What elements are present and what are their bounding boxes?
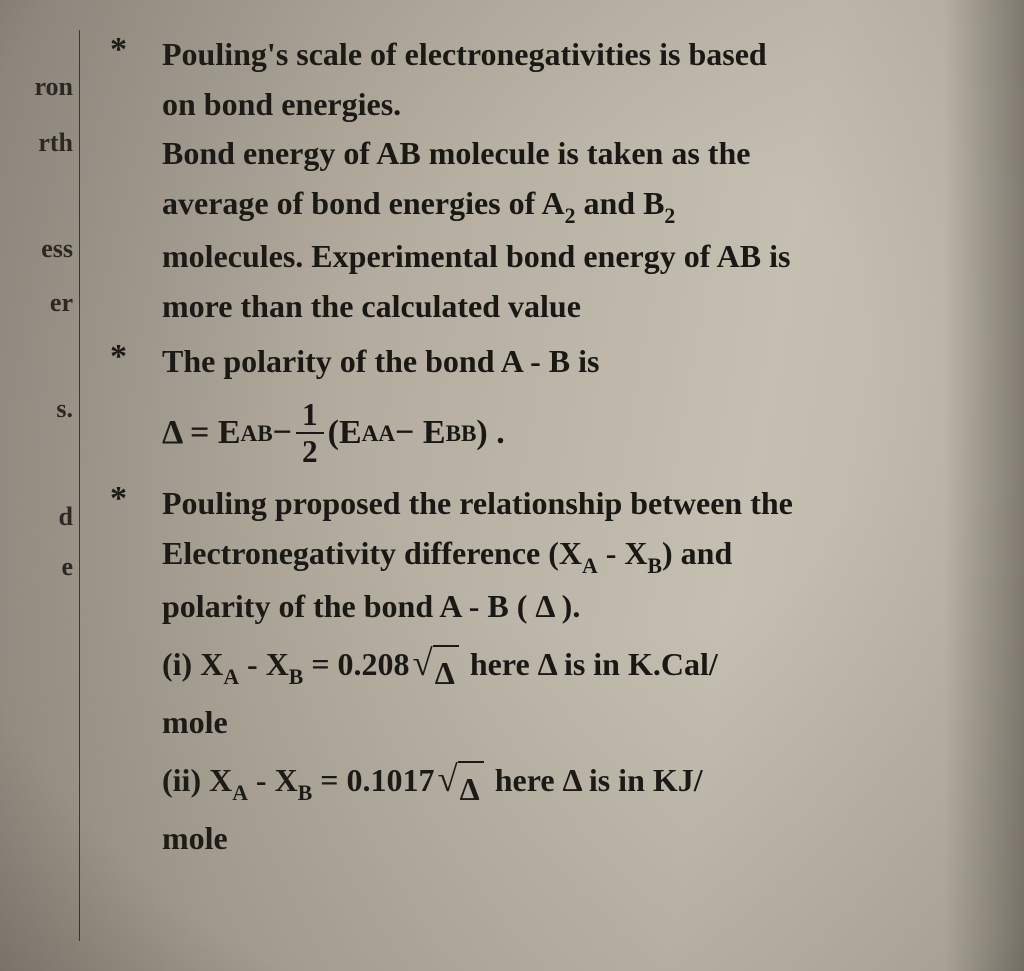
subscript-ab: AB [241, 414, 273, 456]
ii-eq: = 0.1017 [312, 762, 434, 798]
margin-fragment: e [3, 552, 73, 582]
bullet-2-text: The polarity of the bond A - B is [162, 337, 599, 387]
margin-fragment: d [3, 502, 73, 532]
sqrt-radicand: Δ [458, 761, 484, 815]
b3-line2c: ) and [662, 535, 732, 571]
left-margin-column: ron rth ess er s. d e [0, 30, 80, 941]
subscript-a: A [582, 554, 598, 578]
b3-line2a: Electronegativity difference (X [162, 535, 582, 571]
sqrt-delta: √Δ [413, 645, 459, 699]
b3-line1: Pouling proposed the relationship betwee… [162, 485, 793, 521]
i-mid: - X [239, 646, 289, 682]
subscript-bb: BB [446, 414, 477, 456]
bullet-item-2: * The polarity of the bond A - B is [110, 337, 964, 387]
subscript-a: A [232, 781, 248, 805]
fraction-denominator: 2 [296, 434, 324, 467]
ii-prefix: (ii) X [162, 762, 232, 798]
margin-fragment: rth [3, 128, 73, 158]
bullet-star-icon: * [110, 479, 134, 520]
margin-fragment: ess [3, 234, 73, 264]
b1-line2: on bond energies. [162, 86, 401, 122]
delta-formula: Δ = EAB − 1 2 (EAA − EBB ) . [162, 399, 964, 468]
margin-fragment: s. [3, 394, 73, 424]
i-after: here Δ is in K.Cal/ [462, 646, 718, 682]
bullet-item-3: * Pouling proposed the relationship betw… [110, 479, 964, 631]
sub-item-ii: (ii) XA - XB = 0.1017√Δ here Δ is in KJ/… [162, 756, 964, 864]
i-prefix: (i) X [162, 646, 223, 682]
formula-lhs: Δ = E [162, 402, 241, 463]
ii-line2: mole [162, 820, 228, 856]
book-page: ron rth ess er s. d e * Pouling's scale … [0, 0, 1024, 971]
formula-close: ) . [476, 402, 504, 463]
b1-line4b: and B [575, 185, 664, 221]
sqrt-delta: √Δ [437, 761, 483, 815]
bullet-star-icon: * [110, 337, 134, 378]
sub-item-i: (i) XA - XB = 0.208√Δ here Δ is in K.Cal… [162, 640, 964, 748]
fraction-half: 1 2 [296, 399, 324, 468]
fraction-numerator: 1 [296, 399, 324, 434]
margin-fragment: ron [3, 72, 73, 102]
subscript-b: B [298, 781, 313, 805]
subscript-2: 2 [565, 204, 576, 228]
b1-line3: Bond energy of AB molecule is taken as t… [162, 135, 750, 171]
formula-paren-open: (E [328, 402, 362, 463]
sqrt-radicand: Δ [433, 645, 459, 699]
subscript-aa: AA [362, 414, 395, 456]
b1-line6: more than the calculated value [162, 288, 581, 324]
b3-line2b: - X [598, 535, 648, 571]
ii-mid: - X [248, 762, 298, 798]
bullet-item-1: * Pouling's scale of electronegativities… [110, 30, 964, 331]
subscript-b: B [289, 665, 304, 689]
subscript-a: A [223, 665, 239, 689]
subscript-b: B [648, 554, 663, 578]
bullet-1-text: Pouling's scale of electronegativities i… [162, 30, 790, 331]
bullet-3-text: Pouling proposed the relationship betwee… [162, 479, 793, 631]
sqrt-sign-icon: √ [413, 645, 433, 699]
b1-line4a: average of bond energies of A [162, 185, 565, 221]
formula-minus2: − E [395, 402, 446, 463]
i-eq: = 0.208 [303, 646, 409, 682]
margin-fragment: er [3, 288, 73, 318]
b3-line3: polarity of the bond A - B ( Δ ). [162, 588, 580, 624]
b2-line1: The polarity of the bond A - B is [162, 343, 599, 379]
ii-after: here Δ is in KJ/ [487, 762, 703, 798]
b1-line5: molecules. Experimental bond energy of A… [162, 238, 790, 274]
main-content: * Pouling's scale of electronegativities… [80, 30, 994, 941]
sqrt-sign-icon: √ [437, 761, 457, 815]
subscript-2: 2 [664, 204, 675, 228]
bullet-star-icon: * [110, 30, 134, 71]
formula-minus: − [273, 402, 292, 463]
i-line2: mole [162, 704, 228, 740]
b1-line1: Pouling's scale of electronegativities i… [162, 36, 767, 72]
